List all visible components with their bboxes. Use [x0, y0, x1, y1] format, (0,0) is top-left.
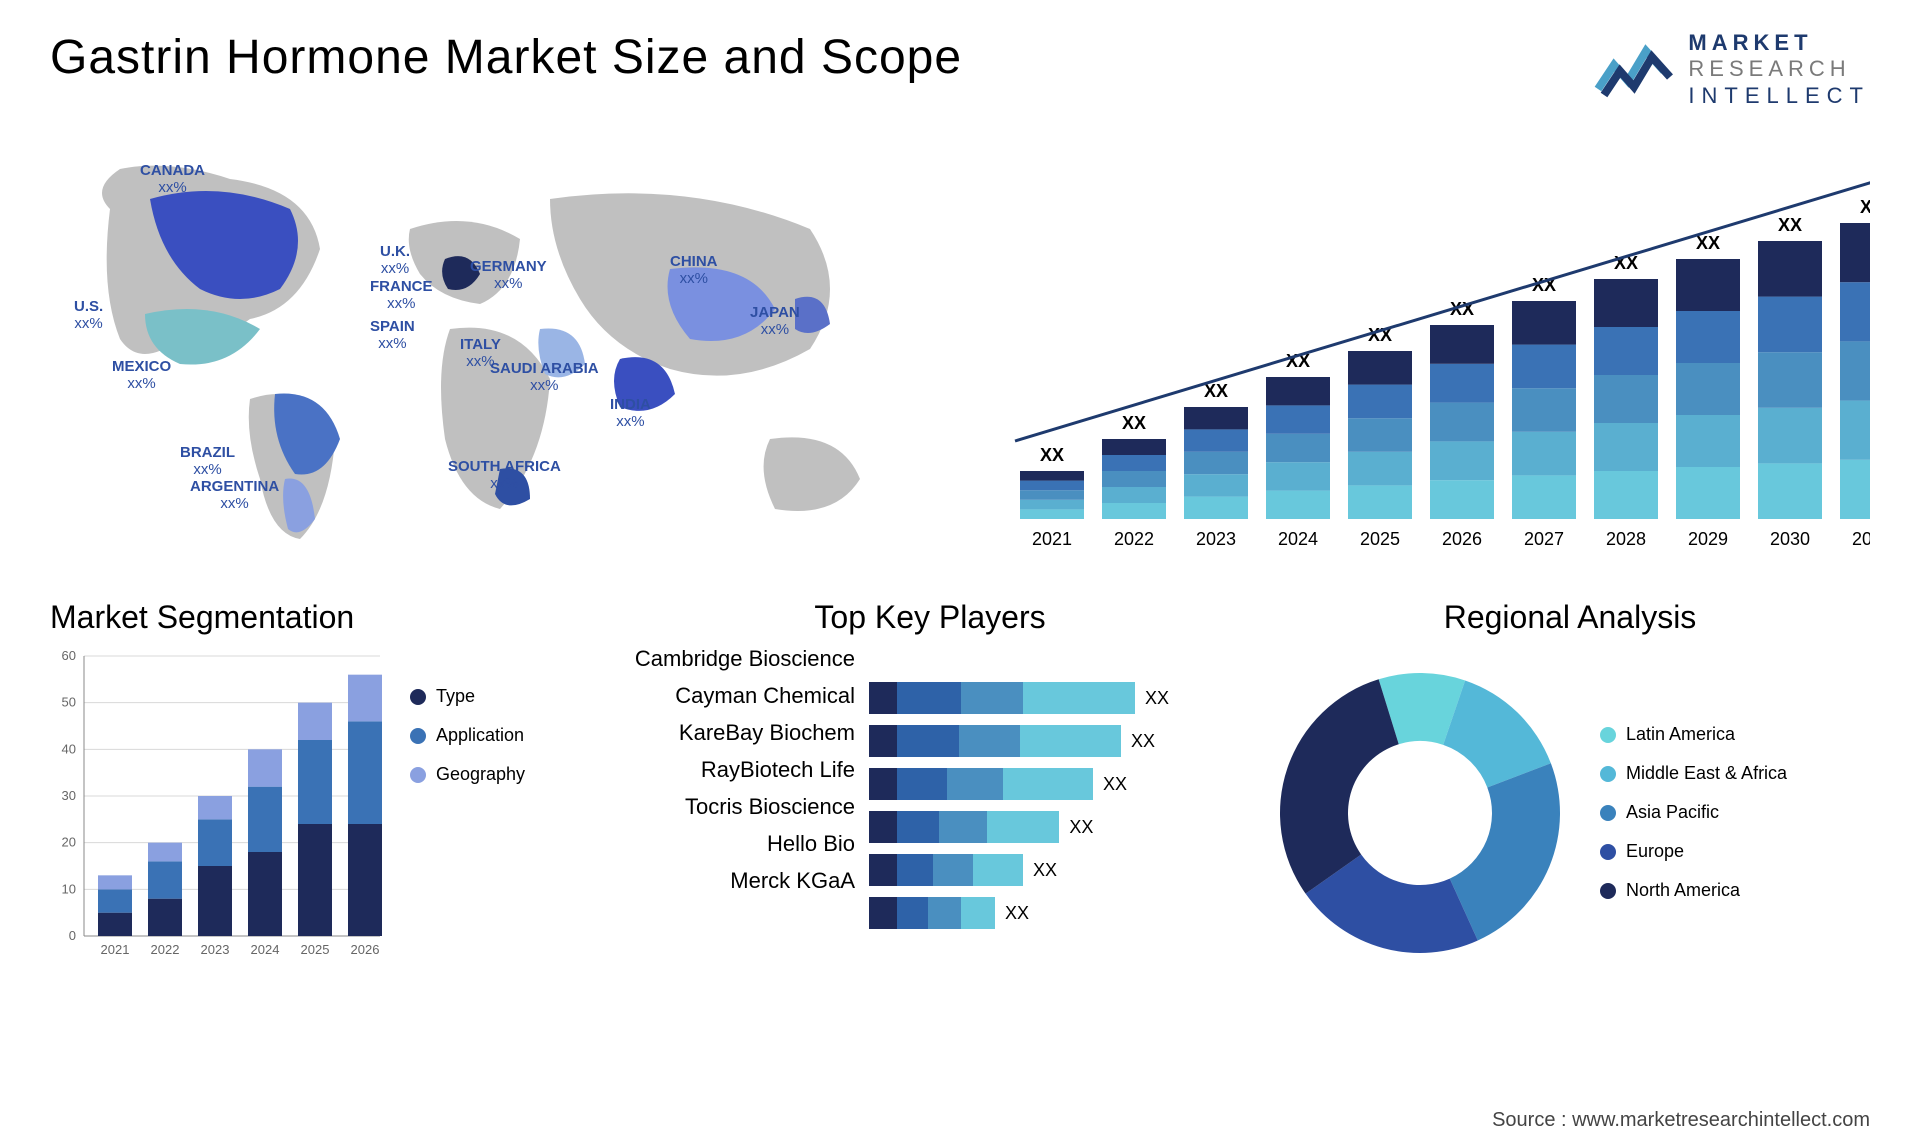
segmentation-panel: Market Segmentation 0 10 20 30 40 50 60 2021 202…: [50, 599, 590, 979]
key-player-value: XX: [1005, 903, 1029, 924]
key-players-title: Top Key Players: [620, 599, 1240, 636]
key-player-label: Cayman Chemical: [620, 683, 855, 709]
map-label: INDIAxx%: [610, 397, 651, 430]
world-map-panel: CANADAxx% U.S.xx% MEXICOxx% BRAZILxx%ARGENT…: [50, 139, 950, 559]
svg-text:2024: 2024: [1278, 529, 1318, 549]
svg-text:2026: 2026: [351, 942, 380, 957]
svg-text:XX: XX: [1040, 445, 1064, 465]
top-row: CANADAxx% U.S.xx% MEXICOxx% BRAZILxx%ARGENT…: [50, 139, 1870, 559]
segmentation-legend: Type Application Geography: [410, 646, 525, 979]
brand-logo: MARKET RESEARCH INTELLECT: [1594, 30, 1870, 109]
key-player-value: XX: [1131, 731, 1155, 752]
key-player-value: XX: [1069, 817, 1093, 838]
key-player-label: Tocris Bioscience: [620, 794, 855, 820]
legend-item: Middle East & Africa: [1600, 763, 1787, 784]
svg-text:60: 60: [62, 648, 76, 663]
svg-text:2030: 2030: [1770, 529, 1810, 549]
map-label: CANADAxx%: [140, 163, 205, 196]
svg-text:2029: 2029: [1688, 529, 1728, 549]
key-players-panel: Top Key Players Cambridge Bioscience Caym…: [620, 599, 1240, 979]
logo-icon: [1594, 39, 1676, 101]
key-player-label: Hello Bio: [620, 831, 855, 857]
key-player-label: KareBay Biochem: [620, 720, 855, 746]
svg-text:2023: 2023: [201, 942, 230, 957]
svg-text:50: 50: [62, 695, 76, 710]
regional-donut: [1270, 663, 1570, 963]
footer-source: Source : www.marketresearchintellect.com: [1492, 1109, 1870, 1132]
map-label: BRAZILxx%: [180, 445, 235, 478]
regional-panel: Regional Analysis Latin America Middle Ea…: [1270, 599, 1870, 979]
map-label: SPAINxx%: [370, 319, 415, 352]
svg-text:2021: 2021: [1032, 529, 1072, 549]
legend-item: Application: [410, 725, 525, 746]
key-players-bars: XX XX XX XX XX XX: [869, 646, 1240, 979]
key-player-bar: XX: [869, 854, 1240, 886]
key-player-bar: XX: [869, 768, 1240, 800]
map-label: SOUTH AFRICAxx%: [448, 459, 561, 492]
regional-title: Regional Analysis: [1270, 599, 1870, 636]
segmentation-chart: 0 10 20 30 40 50 60 2021 2022 2023 2024 2025 2026: [50, 646, 390, 966]
map-label: CHINAxx%: [670, 254, 718, 287]
svg-text:XX: XX: [1860, 197, 1870, 217]
key-player-bar: XX: [869, 897, 1240, 929]
svg-text:2022: 2022: [1114, 529, 1154, 549]
key-player-header: Cambridge Bioscience: [620, 646, 855, 672]
map-label: ARGENTINAxx%: [190, 479, 279, 512]
map-label: U.S.xx%: [74, 299, 103, 332]
map-label: SAUDI ARABIAxx%: [490, 361, 599, 394]
svg-text:20: 20: [62, 835, 76, 850]
legend-item: Type: [410, 686, 525, 707]
segmentation-title: Market Segmentation: [50, 599, 590, 636]
map-label: GERMANYxx%: [470, 259, 547, 292]
map-label: MEXICOxx%: [112, 359, 171, 392]
regional-legend: Latin America Middle East & Africa Asia Pa…: [1600, 724, 1787, 901]
svg-text:XX: XX: [1122, 413, 1146, 433]
key-players-labels: Cambridge Bioscience Cayman Chemical KareB…: [620, 646, 855, 979]
svg-text:XX: XX: [1778, 215, 1802, 235]
page-title: Gastrin Hormone Market Size and Scope: [50, 30, 962, 85]
legend-item: North America: [1600, 880, 1787, 901]
legend-item: Asia Pacific: [1600, 802, 1787, 823]
svg-text:40: 40: [62, 742, 76, 757]
svg-text:2024: 2024: [251, 942, 280, 957]
svg-text:XX: XX: [1696, 233, 1720, 253]
map-label: U.K.xx%: [380, 244, 410, 277]
svg-text:2021: 2021: [101, 942, 130, 957]
svg-text:2023: 2023: [1196, 529, 1236, 549]
svg-text:0: 0: [69, 928, 76, 943]
key-player-value: XX: [1103, 774, 1127, 795]
key-player-label: RayBiotech Life: [620, 757, 855, 783]
key-player-value: XX: [1145, 688, 1169, 709]
svg-text:2031: 2031: [1852, 529, 1870, 549]
key-player-bar: XX: [869, 682, 1240, 714]
svg-text:2025: 2025: [1360, 529, 1400, 549]
svg-text:30: 30: [62, 788, 76, 803]
svg-text:10: 10: [62, 882, 76, 897]
header: Gastrin Hormone Market Size and Scope MA…: [50, 30, 1870, 109]
legend-item: Geography: [410, 764, 525, 785]
svg-text:2026: 2026: [1442, 529, 1482, 549]
legend-item: Latin America: [1600, 724, 1787, 745]
svg-text:2028: 2028: [1606, 529, 1646, 549]
key-player-value: XX: [1033, 860, 1057, 881]
growth-chart: XX2021XX2022XX2023XX2024XX2025XX2026XX20…: [990, 139, 1870, 559]
key-player-bar: XX: [869, 811, 1240, 843]
svg-text:2027: 2027: [1524, 529, 1564, 549]
bottom-row: Market Segmentation 0 10 20 30 40 50 60 2021 202…: [50, 599, 1870, 979]
svg-text:2022: 2022: [151, 942, 180, 957]
logo-text: MARKET RESEARCH INTELLECT: [1688, 30, 1870, 109]
legend-item: Europe: [1600, 841, 1787, 862]
key-player-bar: XX: [869, 725, 1240, 757]
map-label: JAPANxx%: [750, 305, 800, 338]
svg-text:2025: 2025: [301, 942, 330, 957]
map-label: FRANCExx%: [370, 279, 433, 312]
key-player-label: Merck KGaA: [620, 868, 855, 894]
